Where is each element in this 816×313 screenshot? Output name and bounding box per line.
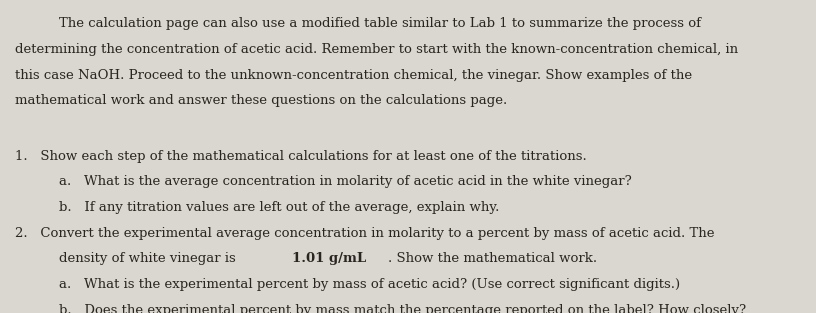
Text: 1.   Show each step of the mathematical calculations for at least one of the tit: 1. Show each step of the mathematical ca… <box>15 150 587 163</box>
Text: a.   What is the average concentration in molarity of acetic acid in the white v: a. What is the average concentration in … <box>59 175 632 188</box>
Text: b.   If any titration values are left out of the average, explain why.: b. If any titration values are left out … <box>59 201 499 214</box>
Text: this case NaOH. Proceed to the unknown-concentration chemical, the vinegar. Show: this case NaOH. Proceed to the unknown-c… <box>15 69 692 82</box>
Text: b.   Does the experimental percent by mass match the percentage reported on the : b. Does the experimental percent by mass… <box>59 304 746 313</box>
Text: a.   What is the experimental percent by mass of acetic acid? (Use correct signi: a. What is the experimental percent by m… <box>59 278 680 291</box>
Text: . Show the mathematical work.: . Show the mathematical work. <box>388 252 597 265</box>
Text: The calculation page can also use a modified table similar to Lab 1 to summarize: The calculation page can also use a modi… <box>59 17 701 30</box>
Text: 1.01 g/mL: 1.01 g/mL <box>292 252 366 265</box>
Text: 2.   Convert the experimental average concentration in molarity to a percent by : 2. Convert the experimental average conc… <box>15 227 714 240</box>
Text: mathematical work and answer these questions on the calculations page.: mathematical work and answer these quest… <box>15 94 507 107</box>
Text: determining the concentration of acetic acid. Remember to start with the known-c: determining the concentration of acetic … <box>15 43 738 56</box>
Text: density of white vinegar is: density of white vinegar is <box>59 252 240 265</box>
